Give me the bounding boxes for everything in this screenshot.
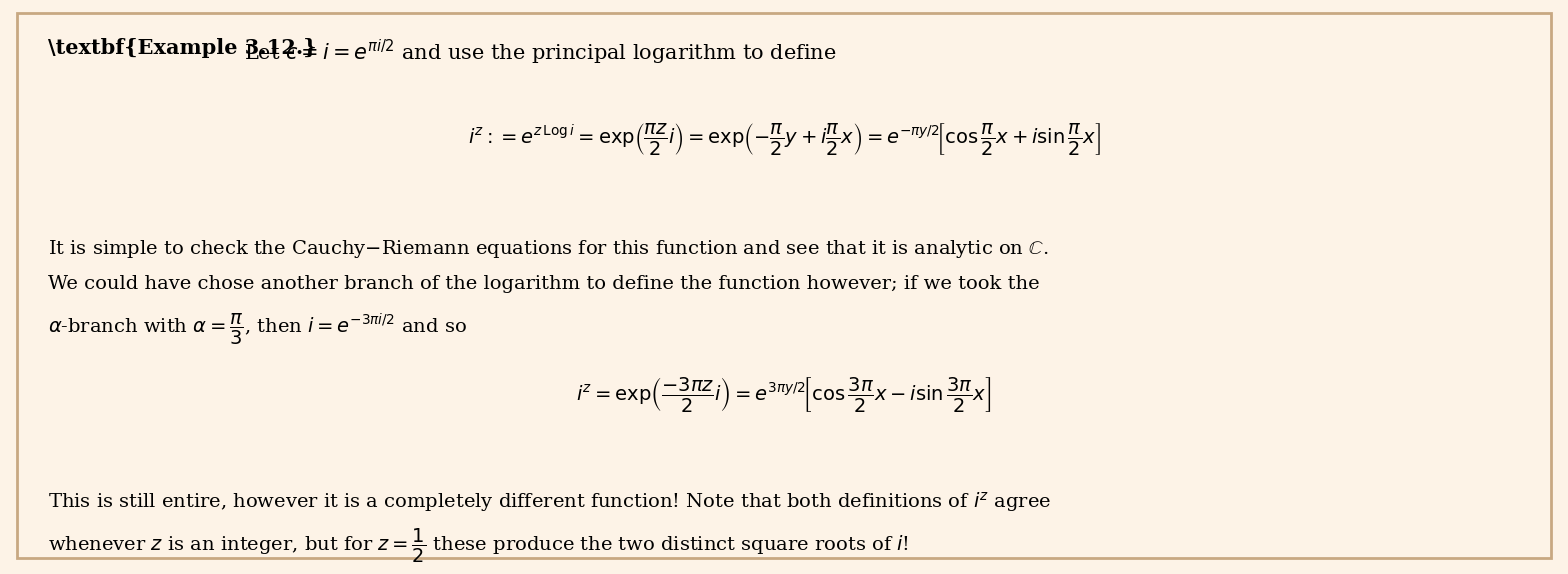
Text: Let $c = i = e^{\pi i/2}$ and use the principal logarithm to define: Let $c = i = e^{\pi i/2}$ and use the pr…: [245, 38, 837, 67]
Text: It is simple to check the Cauchy$-$Riemann equations for this function and see t: It is simple to check the Cauchy$-$Riema…: [49, 239, 1049, 261]
Text: $i^z = \exp\!\left(\dfrac{-3\pi z}{2}i\right) = e^{3\pi y/2}\!\left[\cos\dfrac{3: $i^z = \exp\!\left(\dfrac{-3\pi z}{2}i\r…: [577, 375, 991, 414]
Text: \textbf{Example 3.12.}: \textbf{Example 3.12.}: [49, 38, 317, 58]
Text: $i^z := e^{z\,\mathrm{Log}\,i} = \exp\!\left(\dfrac{\pi z}{2}i\right) = \exp\!\l: $i^z := e^{z\,\mathrm{Log}\,i} = \exp\!\…: [467, 121, 1101, 157]
Text: $\alpha$-branch with $\alpha = \dfrac{\pi}{3}$, then $i = e^{-3\pi i/2}$ and so: $\alpha$-branch with $\alpha = \dfrac{\p…: [49, 312, 467, 347]
Text: We could have chose another branch of the logarithm to define the function howev: We could have chose another branch of th…: [49, 275, 1040, 293]
Text: This is still entire, however it is a completely different function! Note that b: This is still entire, however it is a co…: [49, 490, 1052, 514]
Text: whenever $z$ is an integer, but for $z = \dfrac{1}{2}$ these produce the two dis: whenever $z$ is an integer, but for $z =…: [49, 527, 909, 565]
FancyBboxPatch shape: [17, 13, 1551, 558]
